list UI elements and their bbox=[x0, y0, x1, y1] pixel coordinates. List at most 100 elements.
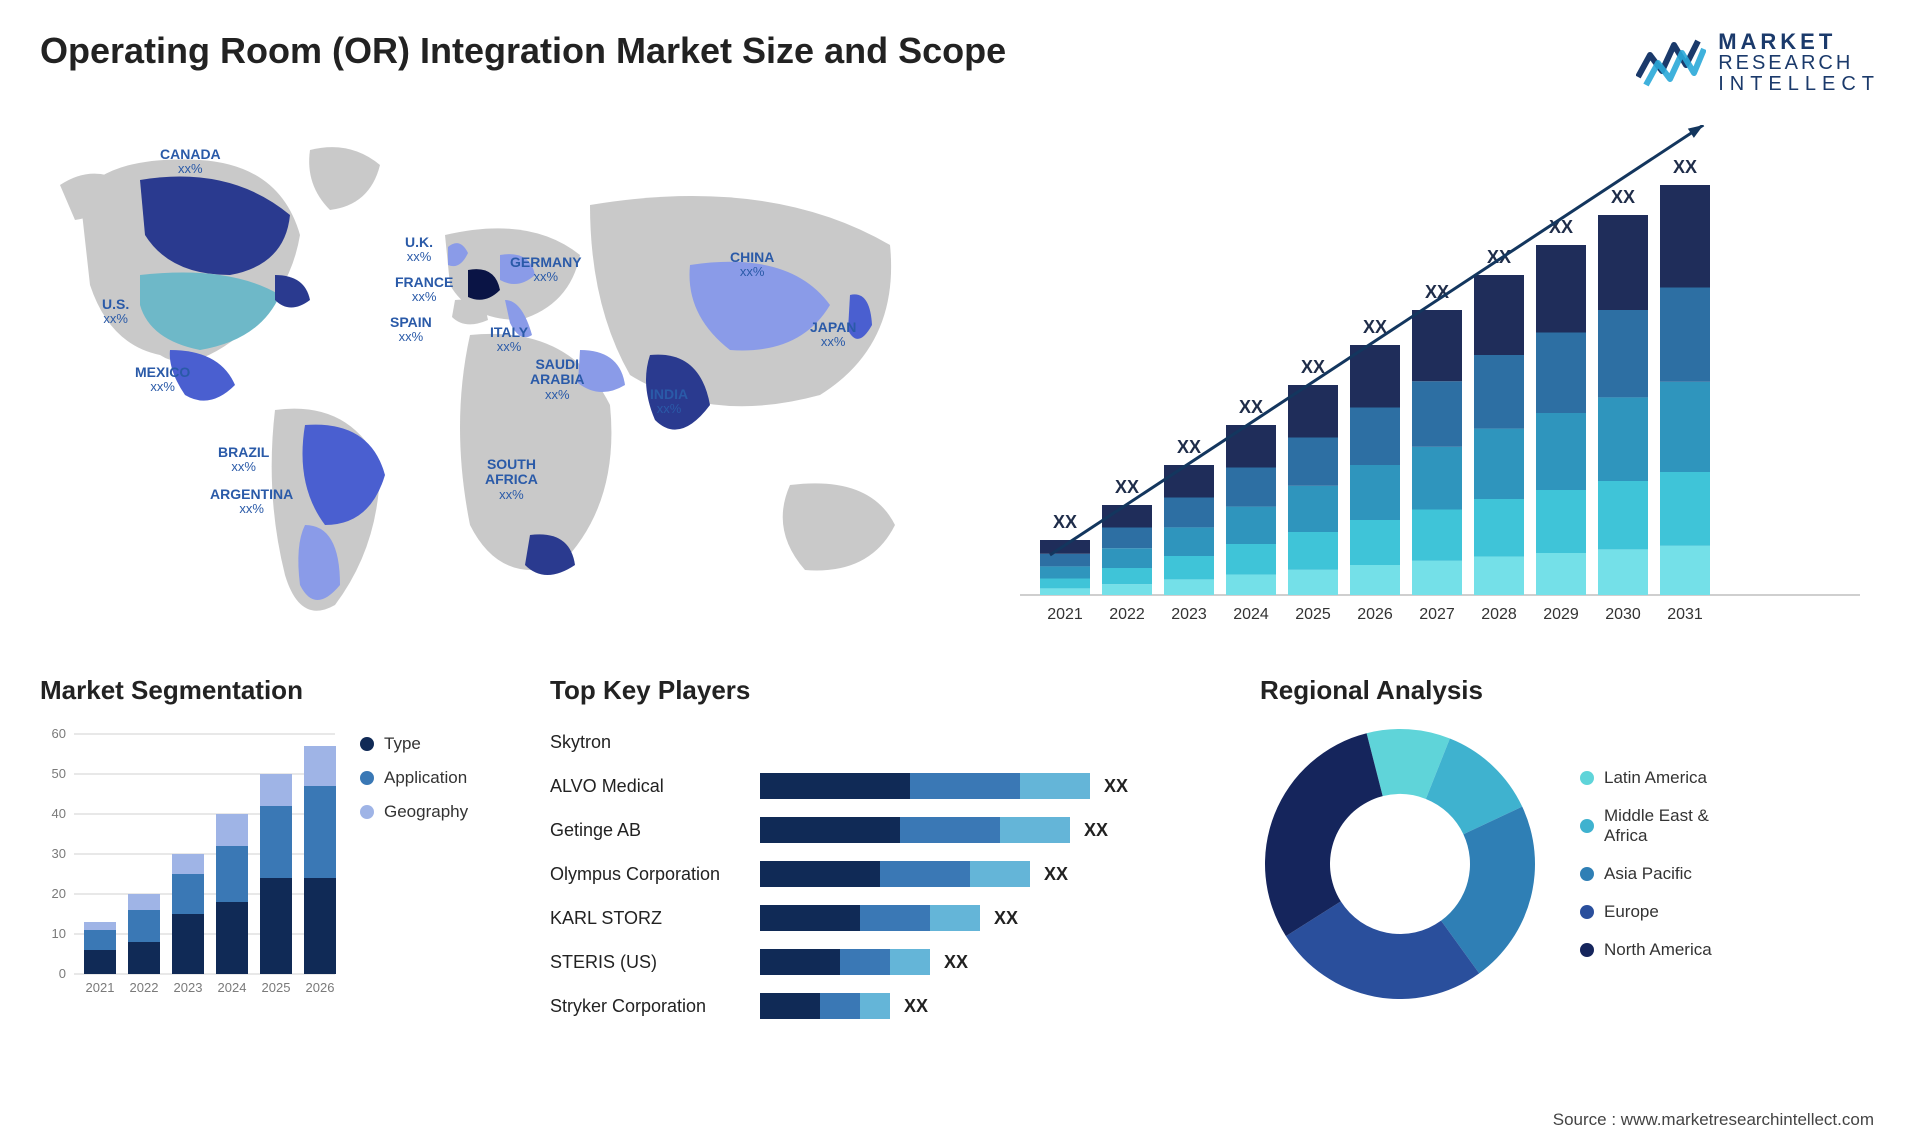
player-bar-segment bbox=[1000, 817, 1070, 843]
legend-item: Type bbox=[360, 734, 468, 754]
map-label: BRAZILxx% bbox=[218, 445, 269, 475]
player-bar bbox=[760, 861, 1030, 887]
players-title: Top Key Players bbox=[550, 675, 1230, 706]
player-row: KARL STORZ XX bbox=[550, 900, 1230, 936]
svg-text:2022: 2022 bbox=[1109, 606, 1145, 623]
player-bar-segment bbox=[760, 773, 910, 799]
svg-text:30: 30 bbox=[52, 846, 66, 861]
legend-label: Type bbox=[384, 734, 421, 754]
page-title: Operating Room (OR) Integration Market S… bbox=[40, 30, 1006, 72]
player-row: Getinge ABXX bbox=[550, 812, 1230, 848]
svg-text:XX: XX bbox=[1239, 397, 1263, 417]
map-label: INDIAxx% bbox=[650, 387, 688, 417]
map-label: FRANCExx% bbox=[395, 275, 453, 305]
svg-text:2025: 2025 bbox=[262, 980, 291, 995]
player-bar-segment bbox=[880, 861, 970, 887]
logo-line1: MARKET bbox=[1718, 30, 1880, 53]
player-value: XX bbox=[1104, 776, 1128, 797]
legend-item: North America bbox=[1580, 940, 1712, 960]
svg-text:XX: XX bbox=[1301, 357, 1325, 377]
svg-text:20: 20 bbox=[52, 886, 66, 901]
player-bar-segment bbox=[760, 817, 900, 843]
player-bar-segment bbox=[910, 773, 1020, 799]
legend-label: Middle East &Africa bbox=[1604, 806, 1709, 846]
legend-label: Geography bbox=[384, 802, 468, 822]
legend-swatch bbox=[360, 737, 374, 751]
legend-label: Asia Pacific bbox=[1604, 864, 1692, 884]
svg-text:2026: 2026 bbox=[1357, 606, 1393, 623]
player-name: Getinge AB bbox=[550, 820, 760, 841]
map-label: ARGENTINAxx% bbox=[210, 487, 293, 517]
source-attribution: Source : www.marketresearchintellect.com bbox=[1553, 1110, 1874, 1130]
legend-swatch bbox=[1580, 867, 1594, 881]
player-bar-segment bbox=[760, 949, 840, 975]
player-row: STERIS (US)XX bbox=[550, 944, 1230, 980]
svg-text:2029: 2029 bbox=[1543, 606, 1579, 623]
player-bar-segment bbox=[860, 905, 930, 931]
legend-swatch bbox=[360, 805, 374, 819]
players-panel: Top Key Players Skytron ALVO Medical XX Get… bbox=[550, 675, 1230, 1024]
svg-text:2022: 2022 bbox=[130, 980, 159, 995]
player-row: Olympus CorporationXX bbox=[550, 856, 1230, 892]
player-name: KARL STORZ bbox=[550, 908, 760, 929]
legend-swatch bbox=[1580, 771, 1594, 785]
map-label: SPAINxx% bbox=[390, 315, 432, 345]
player-bar-segment bbox=[970, 861, 1030, 887]
legend-label: Latin America bbox=[1604, 768, 1707, 788]
player-bar-segment bbox=[900, 817, 1000, 843]
legend-label: Application bbox=[384, 768, 467, 788]
svg-text:60: 60 bbox=[52, 726, 66, 741]
regional-title: Regional Analysis bbox=[1260, 675, 1880, 706]
legend-swatch bbox=[1580, 943, 1594, 957]
svg-text:2024: 2024 bbox=[1233, 606, 1269, 623]
map-label: JAPANxx% bbox=[810, 320, 856, 350]
map-label: MEXICOxx% bbox=[135, 365, 190, 395]
world-map-panel: CANADAxx% U.S.xx% MEXICOxx% BRAZILxx% ARGENT… bbox=[40, 125, 940, 645]
regional-legend: Latin America Middle East &Africa Asia Pac… bbox=[1580, 768, 1712, 960]
svg-text:2028: 2028 bbox=[1481, 606, 1517, 623]
logo-line2: RESEARCH bbox=[1718, 53, 1880, 74]
player-name: ALVO Medical bbox=[550, 776, 760, 797]
svg-text:2026: 2026 bbox=[306, 980, 335, 995]
svg-text:XX: XX bbox=[1177, 437, 1201, 457]
player-name: Stryker Corporation bbox=[550, 996, 760, 1017]
brand-logo: MARKET RESEARCH INTELLECT bbox=[1636, 30, 1880, 95]
player-bar bbox=[760, 993, 890, 1019]
svg-text:10: 10 bbox=[52, 926, 66, 941]
map-label: U.K.xx% bbox=[405, 235, 433, 265]
legend-swatch bbox=[1580, 819, 1594, 833]
logo-line3: INTELLECT bbox=[1718, 74, 1880, 95]
svg-text:2021: 2021 bbox=[1047, 606, 1083, 623]
map-label: CHINAxx% bbox=[730, 250, 774, 280]
legend-item: Latin America bbox=[1580, 768, 1712, 788]
legend-label: Europe bbox=[1604, 902, 1659, 922]
svg-text:2025: 2025 bbox=[1295, 606, 1331, 623]
player-value: XX bbox=[904, 996, 928, 1017]
svg-text:2030: 2030 bbox=[1605, 606, 1641, 623]
legend-item: Geography bbox=[360, 802, 468, 822]
segmentation-title: Market Segmentation bbox=[40, 675, 520, 706]
legend-swatch bbox=[1580, 905, 1594, 919]
player-bar-segment bbox=[760, 905, 860, 931]
player-value: XX bbox=[994, 908, 1018, 929]
player-bar-segment bbox=[860, 993, 890, 1019]
svg-text:XX: XX bbox=[1673, 157, 1697, 177]
player-bar-segment bbox=[840, 949, 890, 975]
player-row: ALVO Medical XX bbox=[550, 768, 1230, 804]
map-label: CANADAxx% bbox=[160, 147, 221, 177]
segmentation-panel: Market Segmentation 01020304050602021202… bbox=[40, 675, 520, 1024]
player-value: XX bbox=[1044, 864, 1068, 885]
player-value: XX bbox=[944, 952, 968, 973]
map-label: U.S.xx% bbox=[102, 297, 129, 327]
player-bar bbox=[760, 949, 930, 975]
player-row: Skytron bbox=[550, 724, 1230, 760]
svg-text:2021: 2021 bbox=[86, 980, 115, 995]
svg-text:50: 50 bbox=[52, 766, 66, 781]
svg-text:2024: 2024 bbox=[218, 980, 247, 995]
player-bar-segment bbox=[930, 905, 980, 931]
svg-text:XX: XX bbox=[1115, 477, 1139, 497]
player-bar-segment bbox=[760, 993, 820, 1019]
growth-chart-panel: XX2021XX2022XX2023XX2024XX2025XX2026XX20… bbox=[980, 125, 1880, 645]
legend-swatch bbox=[360, 771, 374, 785]
svg-text:2031: 2031 bbox=[1667, 606, 1703, 623]
